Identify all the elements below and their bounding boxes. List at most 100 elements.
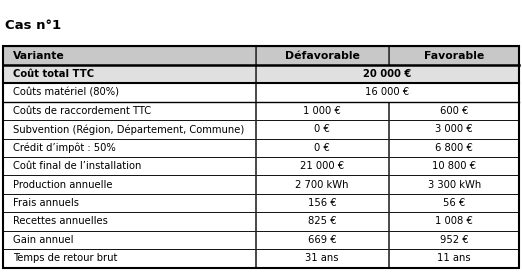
Text: Frais annuels: Frais annuels [13,198,79,208]
Bar [256,102,388,120]
Bar [389,249,519,268]
Text: Temps de retour brut: Temps de retour brut [13,253,117,263]
Bar [3,157,255,175]
Text: 952 €: 952 € [440,235,468,245]
Text: Défavorable: Défavorable [284,51,360,61]
Bar [256,157,388,175]
Text: Cas n°1: Cas n°1 [5,19,62,32]
Bar [256,46,388,65]
Text: 16 000 €: 16 000 € [365,87,409,97]
Bar [256,194,388,212]
Bar [256,138,388,157]
Bar [389,231,519,249]
Bar [389,120,519,139]
Text: 11 ans: 11 ans [437,253,471,263]
Bar [3,194,255,212]
Bar [256,138,388,157]
Bar [3,231,255,249]
Text: Recettes annuelles: Recettes annuelles [13,216,108,227]
Bar [389,138,519,157]
Bar [389,212,519,231]
Bar [256,65,519,83]
Bar [389,212,519,231]
Bar [389,175,519,194]
Bar [256,157,388,175]
Bar [389,157,519,175]
Text: 10 800 €: 10 800 € [432,161,476,171]
Text: 0 €: 0 € [314,143,330,153]
Bar [389,138,519,157]
Bar [3,102,255,120]
Bar [389,46,519,65]
Bar [3,249,255,268]
Bar [256,120,388,139]
Text: 669 €: 669 € [308,235,336,245]
Text: Gain annuel: Gain annuel [13,235,73,245]
Text: Crédit d’impôt : 50%: Crédit d’impôt : 50% [13,143,115,153]
Text: 20 000 €: 20 000 € [363,69,411,79]
Bar [256,83,519,102]
Bar [256,83,519,102]
Bar [256,65,519,83]
Text: Coût final de l’installation: Coût final de l’installation [13,161,141,171]
Bar [389,231,519,249]
Bar [256,46,388,65]
Bar [389,102,519,120]
Bar [3,120,255,139]
Bar [3,102,255,120]
Bar [389,120,519,139]
Bar [389,102,519,120]
Text: Coûts de raccordement TTC: Coûts de raccordement TTC [13,106,151,116]
Bar [389,46,519,65]
Text: 825 €: 825 € [308,216,336,227]
Bar [3,138,255,157]
Text: Production annuelle: Production annuelle [13,180,112,190]
Bar [3,175,255,194]
Bar [3,46,255,65]
Text: 156 €: 156 € [308,198,336,208]
Text: 21 000 €: 21 000 € [300,161,344,171]
Text: 600 €: 600 € [440,106,468,116]
Bar [389,194,519,212]
Text: Coûts matériel (80%): Coûts matériel (80%) [13,87,118,97]
Text: 6 800 €: 6 800 € [435,143,473,153]
Bar [3,46,519,268]
Bar [3,175,255,194]
Bar [3,212,255,231]
Bar [256,175,388,194]
Bar [256,175,388,194]
Text: 2 700 kWh: 2 700 kWh [295,180,349,190]
Bar [3,46,255,65]
Text: 56 €: 56 € [443,198,465,208]
Bar [3,194,255,212]
Bar [3,231,255,249]
Bar [3,83,255,102]
Bar [3,249,255,268]
Text: 3 000 €: 3 000 € [435,124,473,134]
Bar [256,212,388,231]
Bar [256,194,388,212]
Text: 0 €: 0 € [314,124,330,134]
Bar [256,249,388,268]
Bar [3,120,255,139]
Text: Coût total TTC: Coût total TTC [13,69,94,79]
Text: Subvention (Région, Département, Commune): Subvention (Région, Département, Commune… [13,124,244,135]
Text: Favorable: Favorable [424,51,484,61]
Bar [389,249,519,268]
Bar [3,65,255,83]
Text: 3 300 kWh: 3 300 kWh [428,180,481,190]
Bar [389,175,519,194]
Bar [3,157,255,175]
Bar [3,83,255,102]
Bar [256,231,388,249]
Bar [3,212,255,231]
Bar [256,231,388,249]
Text: Variante: Variante [13,51,64,61]
Bar [389,194,519,212]
Bar [3,65,255,83]
Bar [256,102,388,120]
Bar [256,120,388,139]
Text: 1 000 €: 1 000 € [303,106,341,116]
Bar [256,212,388,231]
Bar [389,157,519,175]
